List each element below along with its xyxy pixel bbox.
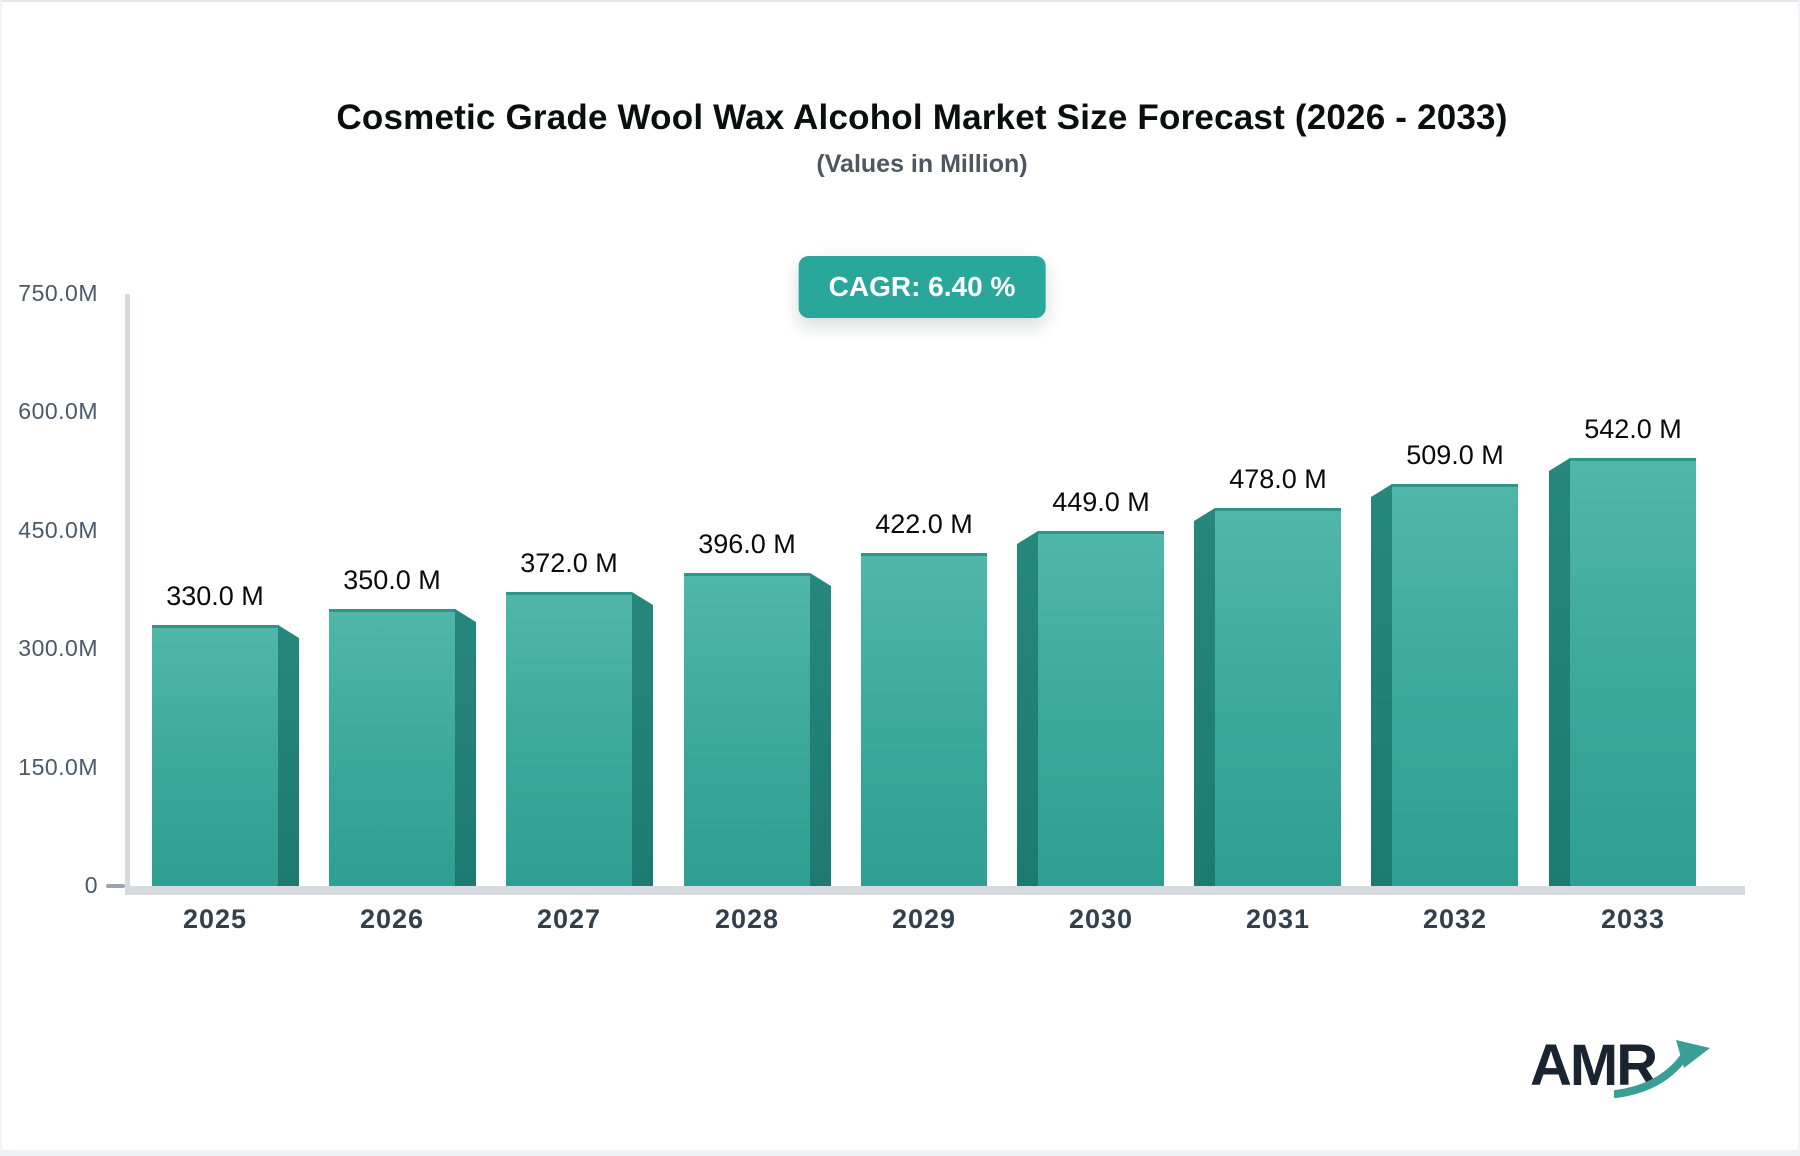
bar-value-label: 449.0 M [1052, 487, 1150, 517]
x-axis-tick-label: 2031 [1245, 904, 1311, 934]
bar [1215, 508, 1341, 886]
bar-value-label: 478.0 M [1229, 464, 1327, 494]
bar-value-label: 509.0 M [1406, 440, 1504, 470]
bar [506, 592, 632, 886]
bar-3d-side [1371, 484, 1392, 886]
bar [684, 573, 810, 886]
y-axis-tick-label: 750.0M [18, 279, 98, 306]
bar [152, 625, 278, 886]
x-axis-tick-label: 2027 [536, 904, 602, 934]
x-axis-tick-label: 2030 [1068, 904, 1134, 934]
y-axis-tick-label: 150.0M [18, 753, 98, 780]
bar [1570, 458, 1696, 886]
x-axis-tick-label: 2026 [359, 904, 425, 934]
x-axis-tick-label: 2029 [891, 904, 957, 934]
y-axis-line [125, 294, 130, 895]
x-axis-tick-label: 2032 [1422, 904, 1488, 934]
bar-value-label: 396.0 M [698, 529, 796, 559]
bar-value-label: 372.0 M [520, 548, 618, 578]
cagr-badge: CAGR: 6.40 % [798, 256, 1046, 318]
bar-3d-side [810, 573, 831, 886]
x-axis-tick-label: 2028 [714, 904, 780, 934]
bar-3d-side [1194, 508, 1215, 886]
bar-3d-side [278, 625, 299, 886]
bar-3d-side [455, 609, 476, 886]
chart-subtitle: (Values in Million) [816, 150, 1028, 178]
bar-value-label: 542.0 M [1584, 414, 1682, 444]
bar [329, 609, 455, 886]
y-axis-tick-label: 0 [84, 872, 98, 898]
bar-value-label: 422.0 M [875, 509, 973, 539]
bar [861, 553, 987, 886]
x-axis-tick-label: 2033 [1600, 904, 1666, 934]
x-axis-baseline [125, 886, 1745, 895]
bar-3d-side [1549, 458, 1570, 886]
y-axis-tick-label: 600.0M [18, 398, 98, 424]
trend-up-arrow-icon [1614, 1040, 1710, 1098]
x-axis-tick-label: 2025 [182, 904, 248, 934]
bar-value-label: 330.0 M [166, 581, 264, 611]
y-axis-tick-label: 450.0M [18, 516, 98, 543]
bar-value-label: 350.0 M [343, 565, 441, 595]
bar-3d-side [632, 592, 653, 886]
bar-3d-side [1017, 531, 1038, 886]
brand-logo: AMR [1530, 1032, 1740, 1108]
y-axis-tick-label: 300.0M [18, 635, 98, 661]
zero-tick-dash [106, 884, 125, 888]
chart-title: Cosmetic Grade Wool Wax Alcohol Market S… [336, 98, 1508, 137]
bar [1038, 531, 1164, 886]
bar [1392, 484, 1518, 886]
